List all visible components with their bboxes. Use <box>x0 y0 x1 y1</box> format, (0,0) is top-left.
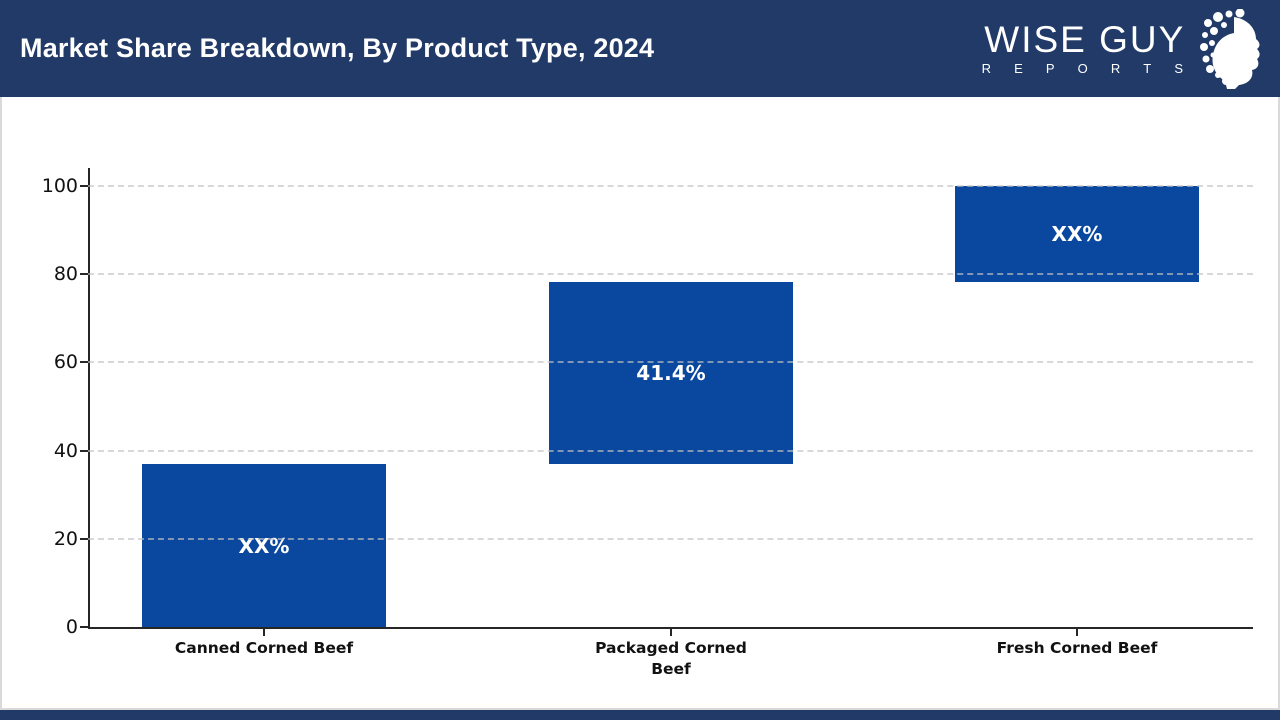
bottom-divider <box>0 708 1280 710</box>
chart-canvas <box>0 97 1280 710</box>
wise-guy-logo: WISE GUY R E P O R T S <box>976 8 1280 89</box>
logo-text: WISE GUY R E P O R T S <box>976 21 1194 76</box>
logo-head-icon <box>1200 8 1260 89</box>
chart-title: Market Share Breakdown, By Product Type,… <box>20 33 655 63</box>
logo-wiseguy-label: WISE GUY <box>984 19 1186 60</box>
footer-banner <box>0 710 1280 720</box>
header-banner: Market Share Breakdown, By Product Type,… <box>0 0 1280 97</box>
logo-reports-label: R E P O R T S <box>981 61 1194 76</box>
